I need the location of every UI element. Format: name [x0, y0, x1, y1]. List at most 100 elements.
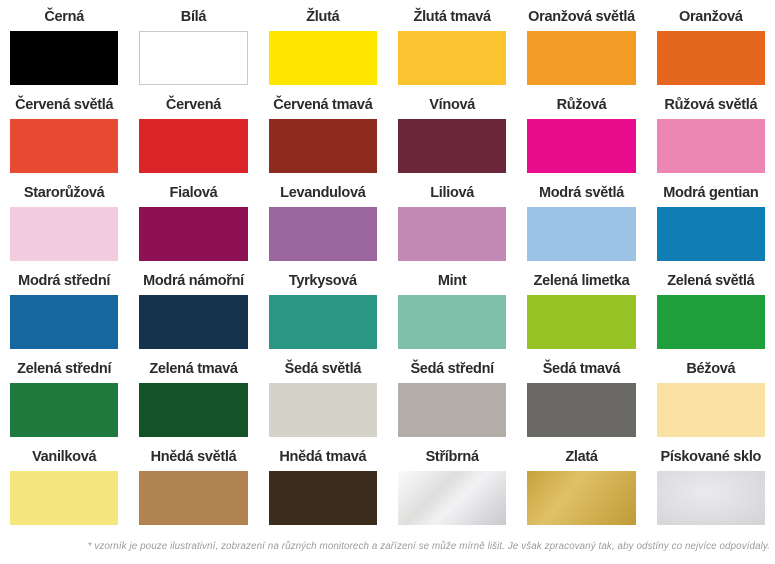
swatch-bila: [139, 31, 248, 85]
swatch-cell-stribrna: Stříbrná: [398, 442, 507, 530]
swatch-label: Oranžová: [678, 8, 743, 25]
swatch-cell-zelena-tmava: Zelená tmavá: [139, 354, 248, 442]
swatch-cell-hneda-svetla: Hnědá světlá: [139, 442, 248, 530]
swatch-oranzova: [656, 31, 765, 85]
swatch-modra-namorni: [139, 295, 248, 349]
swatch-zelena-tmava: [139, 383, 248, 437]
swatch-cell-modra-gentian: Modrá gentian: [656, 178, 765, 266]
swatch-cervena-tmava: [268, 119, 377, 173]
swatch-levandulova: [268, 207, 377, 261]
swatch-hneda-tmava: [268, 471, 377, 525]
swatch-cell-hneda-tmava: Hnědá tmavá: [268, 442, 377, 530]
swatch-cell-zluta: Žlutá: [268, 2, 377, 90]
swatch-label: Mint: [437, 272, 467, 289]
disclaimer-note: * vzorník je pouze ilustrativní, zobraze…: [87, 541, 770, 552]
swatch-cerna: [10, 31, 119, 85]
swatch-label: Bílá: [180, 8, 207, 25]
swatch-label: Šedá střední: [410, 360, 494, 377]
swatch-label: Modrá námořní: [143, 272, 244, 289]
swatch-label: Modrá gentian: [663, 184, 759, 201]
swatch-zelena-stredni: [10, 383, 119, 437]
swatch-cell-vanilkova: Vanilková: [10, 442, 119, 530]
swatch-cell-liliova: Liliová: [398, 178, 507, 266]
swatch-label: Žlutá tmavá: [413, 8, 492, 25]
swatch-zluta: [268, 31, 377, 85]
swatch-cell-bila: Bílá: [139, 2, 248, 90]
swatch-label: Hnědá tmavá: [279, 448, 367, 465]
swatch-piskovane-sklo: [656, 471, 765, 525]
swatch-cell-fialova: Fialová: [139, 178, 248, 266]
swatch-cell-cervena-tmava: Červená tmavá: [268, 90, 377, 178]
swatch-cell-zlata: Zlatá: [527, 442, 636, 530]
swatch-label: Béžová: [686, 360, 736, 377]
swatch-label: Modrá střední: [18, 272, 111, 289]
swatch-cell-vinova: Vínová: [398, 90, 507, 178]
swatch-modra-gentian: [656, 207, 765, 261]
swatch-label: Zlatá: [565, 448, 598, 465]
swatch-staroruzova: [10, 207, 119, 261]
swatch-label: Starorůžová: [23, 184, 105, 201]
swatch-ruzova: [527, 119, 636, 173]
swatch-zlata: [527, 471, 636, 525]
swatch-cervena: [139, 119, 248, 173]
swatch-label: Zelená limetka: [533, 272, 630, 289]
swatch-cell-modra-stredni: Modrá střední: [10, 266, 119, 354]
swatch-cell-ruzova: Růžová: [527, 90, 636, 178]
swatch-label: Zelená světlá: [667, 272, 755, 289]
swatch-liliova: [398, 207, 507, 261]
swatch-zelena-limetka: [527, 295, 636, 349]
swatch-cell-staroruzova: Starorůžová: [10, 178, 119, 266]
swatch-oranzova-svetla: [527, 31, 636, 85]
swatch-cell-zluta-tmava: Žlutá tmavá: [398, 2, 507, 90]
swatch-label: Zelená tmavá: [149, 360, 238, 377]
swatch-cell-piskovane-sklo: Pískované sklo: [656, 442, 765, 530]
swatch-label: Liliová: [430, 184, 475, 201]
swatch-cell-tyrkysova: Tyrkysová: [268, 266, 377, 354]
swatch-cell-mint: Mint: [398, 266, 507, 354]
swatch-label: Modrá světlá: [538, 184, 625, 201]
swatch-label: Růžová: [556, 96, 607, 113]
swatch-seda-svetla: [268, 383, 377, 437]
swatch-cell-modra-namorni: Modrá námořní: [139, 266, 248, 354]
swatch-zelena-svetla: [656, 295, 765, 349]
swatch-cell-seda-svetla: Šedá světlá: [268, 354, 377, 442]
swatch-zluta-tmava: [398, 31, 507, 85]
swatch-modra-stredni: [10, 295, 119, 349]
swatch-cell-zelena-stredni: Zelená střední: [10, 354, 119, 442]
swatch-label: Černá: [44, 8, 84, 25]
swatch-cell-cervena-svetla: Červená světlá: [10, 90, 119, 178]
swatch-label: Fialová: [169, 184, 218, 201]
swatch-label: Zelená střední: [17, 360, 112, 377]
swatch-label: Vanilková: [32, 448, 97, 465]
swatch-label: Červená světlá: [15, 96, 114, 113]
swatch-label: Oranžová světlá: [528, 8, 635, 25]
swatch-cell-zelena-svetla: Zelená světlá: [656, 266, 765, 354]
swatch-label: Červená tmavá: [273, 96, 373, 113]
swatch-cell-cervena: Červená: [139, 90, 248, 178]
swatch-seda-tmava: [527, 383, 636, 437]
swatch-vinova: [398, 119, 507, 173]
swatch-cell-cerna: Černá: [10, 2, 119, 90]
swatch-cell-seda-tmava: Šedá tmavá: [527, 354, 636, 442]
swatch-hneda-svetla: [139, 471, 248, 525]
swatch-modra-svetla: [527, 207, 636, 261]
swatch-label: Stříbrná: [425, 448, 480, 465]
swatch-cervena-svetla: [10, 119, 119, 173]
swatch-cell-oranzova-svetla: Oranžová světlá: [527, 2, 636, 90]
swatch-label: Červená: [165, 96, 222, 113]
swatch-label: Tyrkysová: [288, 272, 357, 289]
color-swatch-grid: Černá Bílá Žlutá Žlutá tmavá Oranžová sv…: [10, 2, 765, 530]
swatch-cell-levandulova: Levandulová: [268, 178, 377, 266]
swatch-mint: [398, 295, 507, 349]
swatch-label: Růžová světlá: [664, 96, 758, 113]
swatch-label: Šedá tmavá: [542, 360, 621, 377]
swatch-label: Levandulová: [280, 184, 366, 201]
swatch-seda-stredni: [398, 383, 507, 437]
swatch-label: Vínová: [429, 96, 476, 113]
swatch-cell-zelena-limetka: Zelená limetka: [527, 266, 636, 354]
swatch-label: Pískované sklo: [660, 448, 762, 465]
swatch-label: Hnědá světlá: [150, 448, 237, 465]
swatch-vanilkova: [10, 471, 119, 525]
swatch-cell-ruzova-svetla: Růžová světlá: [656, 90, 765, 178]
swatch-label: Šedá světlá: [284, 360, 362, 377]
